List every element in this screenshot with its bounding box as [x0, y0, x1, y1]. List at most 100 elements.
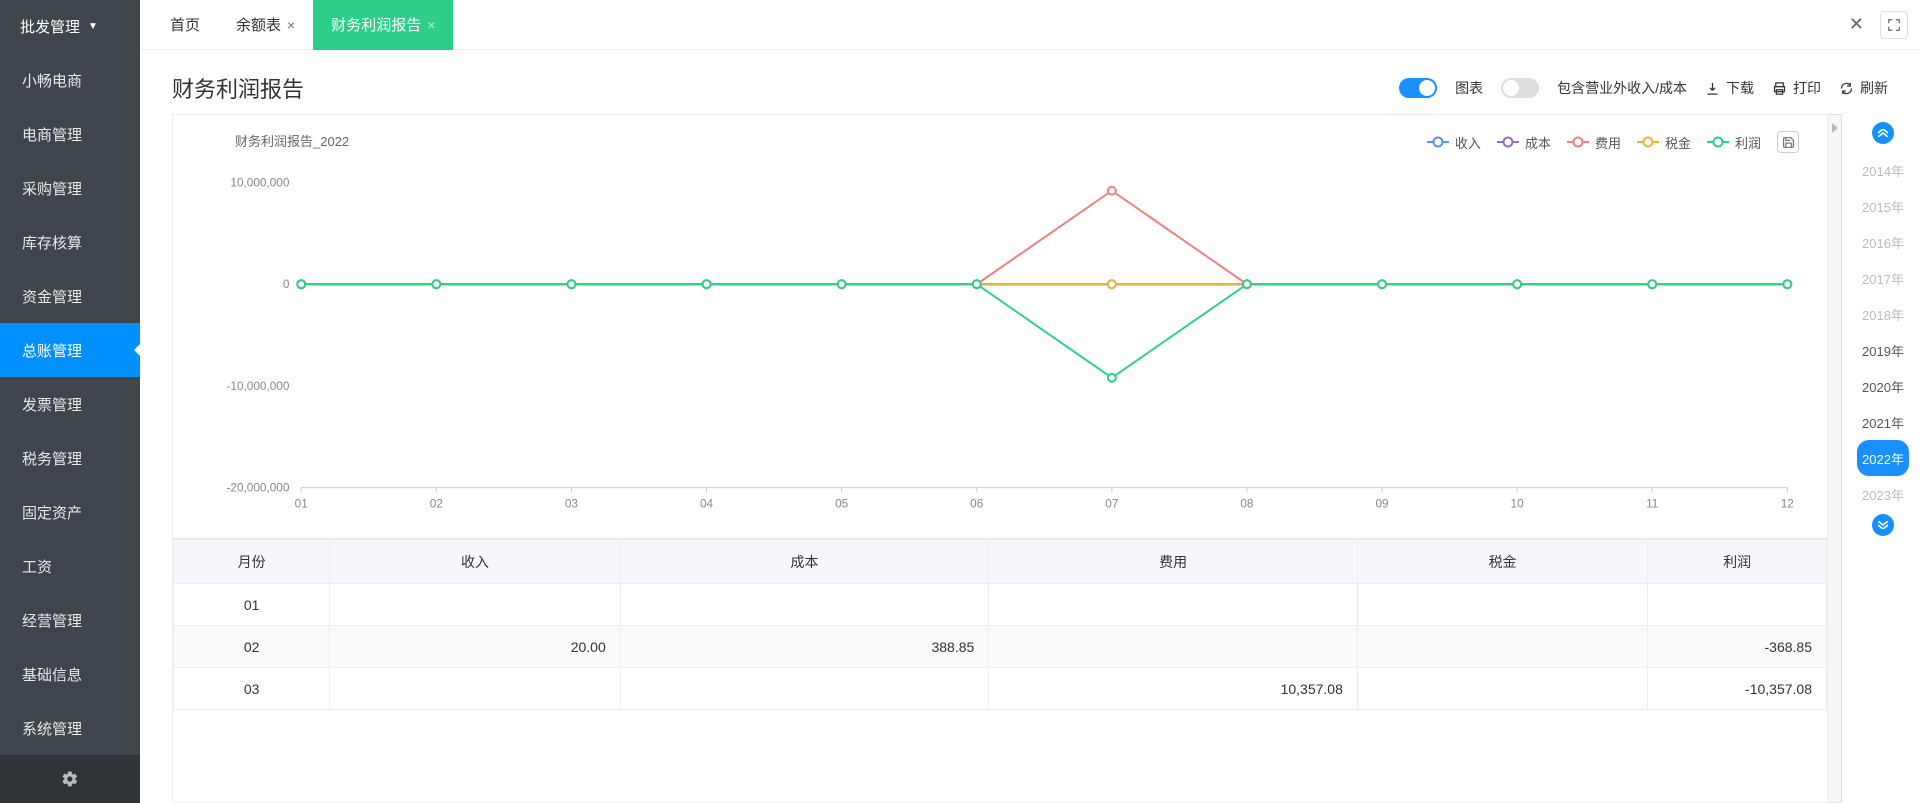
- toggle-chart-label: 图表: [1455, 78, 1483, 98]
- tab-close-icon[interactable]: ×: [287, 17, 295, 33]
- svg-text:11: 11: [1646, 496, 1658, 510]
- svg-text:07: 07: [1105, 496, 1118, 510]
- table-header: 税金: [1357, 540, 1647, 584]
- line-chart: -20,000,000-10,000,000010,000,0000102030…: [193, 150, 1807, 530]
- sidebar-item[interactable]: 固定资产: [0, 485, 140, 539]
- chart-save-button[interactable]: [1777, 131, 1799, 153]
- sidebar-item[interactable]: 经营管理: [0, 593, 140, 647]
- download-label: 下载: [1726, 78, 1754, 98]
- year-scroll-up-button[interactable]: [1872, 122, 1894, 144]
- toggle-extra-income[interactable]: [1501, 78, 1539, 98]
- legend-marker: [1637, 141, 1659, 143]
- cell-expense: [989, 584, 1358, 626]
- download-icon: [1705, 81, 1720, 96]
- legend-label: 费用: [1595, 133, 1621, 152]
- download-button[interactable]: 下载: [1705, 78, 1754, 98]
- table-row: 01: [174, 584, 1827, 626]
- cell-profit: -368.85: [1648, 626, 1827, 668]
- close-icon[interactable]: ✕: [1849, 14, 1864, 35]
- table-header: 费用: [989, 540, 1358, 584]
- sidebar-item[interactable]: 基础信息: [0, 647, 140, 701]
- year-option[interactable]: 2023年: [1857, 476, 1909, 512]
- legend-label: 税金: [1665, 133, 1691, 152]
- legend-label: 成本: [1525, 133, 1551, 152]
- sidebar-item[interactable]: 小畅电商: [0, 53, 140, 107]
- tab-label: 财务利润报告: [331, 14, 421, 35]
- double-chevron-down-icon: [1878, 521, 1888, 529]
- year-option[interactable]: 2019年: [1857, 332, 1909, 368]
- year-option[interactable]: 2014年: [1857, 152, 1909, 188]
- sidebar-item[interactable]: 资金管理: [0, 269, 140, 323]
- tab[interactable]: 财务利润报告 ×: [313, 0, 453, 50]
- svg-text:10,000,000: 10,000,000: [230, 175, 289, 189]
- year-option[interactable]: 2022年: [1857, 440, 1909, 476]
- sidebar-item[interactable]: 库存核算: [0, 215, 140, 269]
- refresh-label: 刷新: [1860, 78, 1888, 98]
- year-option[interactable]: 2015年: [1857, 188, 1909, 224]
- refresh-icon: [1839, 81, 1854, 96]
- cell-income: [330, 584, 620, 626]
- legend-marker: [1567, 141, 1589, 143]
- cell-month: 01: [174, 584, 330, 626]
- sidebar-brand-label: 批发管理: [20, 16, 80, 37]
- fullscreen-button[interactable]: [1880, 11, 1908, 39]
- print-label: 打印: [1793, 78, 1821, 98]
- legend-item[interactable]: 收入: [1427, 133, 1481, 152]
- svg-text:0: 0: [283, 277, 290, 291]
- double-chevron-up-icon: [1878, 129, 1888, 137]
- sidebar-item[interactable]: 税务管理: [0, 431, 140, 485]
- data-table: 月份收入成本费用税金利润010220.00388.85-368.850310,3…: [173, 538, 1827, 710]
- cell-cost: [620, 668, 989, 710]
- print-button[interactable]: 打印: [1772, 78, 1821, 98]
- sidebar-item[interactable]: 电商管理: [0, 107, 140, 161]
- refresh-button[interactable]: 刷新: [1839, 78, 1888, 98]
- year-rail: 2014年2015年2016年2017年2018年2019年2020年2021年…: [1852, 114, 1914, 803]
- year-option[interactable]: 2020年: [1857, 368, 1909, 404]
- legend-item[interactable]: 税金: [1637, 133, 1691, 152]
- year-option[interactable]: 2016年: [1857, 224, 1909, 260]
- cell-profit: [1648, 584, 1827, 626]
- svg-text:12: 12: [1781, 496, 1794, 510]
- year-scroll-down-button[interactable]: [1872, 514, 1894, 536]
- tab[interactable]: 余额表 ×: [218, 0, 313, 50]
- toggle-extra-label: 包含营业外收入/成本: [1557, 78, 1687, 98]
- table-header: 月份: [174, 540, 330, 584]
- sidebar-brand[interactable]: 批发管理 ▼: [0, 0, 140, 53]
- legend-item[interactable]: 成本: [1497, 133, 1551, 152]
- cell-income: [330, 668, 620, 710]
- legend-item[interactable]: 费用: [1567, 133, 1621, 152]
- cell-tax: [1357, 668, 1647, 710]
- legend-marker: [1427, 141, 1449, 143]
- toggle-chart[interactable]: [1399, 78, 1437, 98]
- sidebar-item[interactable]: 工资: [0, 539, 140, 593]
- print-icon: [1772, 81, 1787, 96]
- svg-text:04: 04: [700, 496, 714, 510]
- svg-text:03: 03: [565, 496, 579, 510]
- year-option[interactable]: 2017年: [1857, 260, 1909, 296]
- chart-wrap: 财务利润报告_2022 收入成本费用税金利润 -20,000,000-10,00…: [173, 115, 1827, 538]
- tab-close-icon[interactable]: ×: [427, 17, 435, 33]
- sidebar: 批发管理 ▼ 小畅电商电商管理采购管理库存核算资金管理总账管理发票管理税务管理固…: [0, 0, 140, 803]
- sidebar-item[interactable]: 系统管理: [0, 701, 140, 755]
- sidebar-item[interactable]: 采购管理: [0, 161, 140, 215]
- tab-label: 余额表: [236, 14, 281, 35]
- svg-text:-20,000,000: -20,000,000: [226, 481, 289, 495]
- svg-text:01: 01: [295, 496, 308, 510]
- table-header: 成本: [620, 540, 989, 584]
- svg-text:09: 09: [1375, 496, 1388, 510]
- cell-cost: 388.85: [620, 626, 989, 668]
- cell-tax: [1357, 584, 1647, 626]
- legend-item[interactable]: 利润: [1707, 133, 1761, 152]
- settings-button[interactable]: [0, 755, 140, 803]
- tab[interactable]: 首页: [152, 0, 218, 50]
- year-option[interactable]: 2018年: [1857, 296, 1909, 332]
- chart-panel: 财务利润报告_2022 收入成本费用税金利润 -20,000,000-10,00…: [172, 114, 1828, 803]
- year-option[interactable]: 2021年: [1857, 404, 1909, 440]
- sidebar-item[interactable]: 总账管理: [0, 323, 140, 377]
- sidebar-item[interactable]: 发票管理: [0, 377, 140, 431]
- collapse-year-rail-button[interactable]: [1828, 114, 1842, 803]
- cell-tax: [1357, 626, 1647, 668]
- legend-marker: [1497, 141, 1519, 143]
- legend-marker: [1707, 141, 1729, 143]
- cell-expense: [989, 626, 1358, 668]
